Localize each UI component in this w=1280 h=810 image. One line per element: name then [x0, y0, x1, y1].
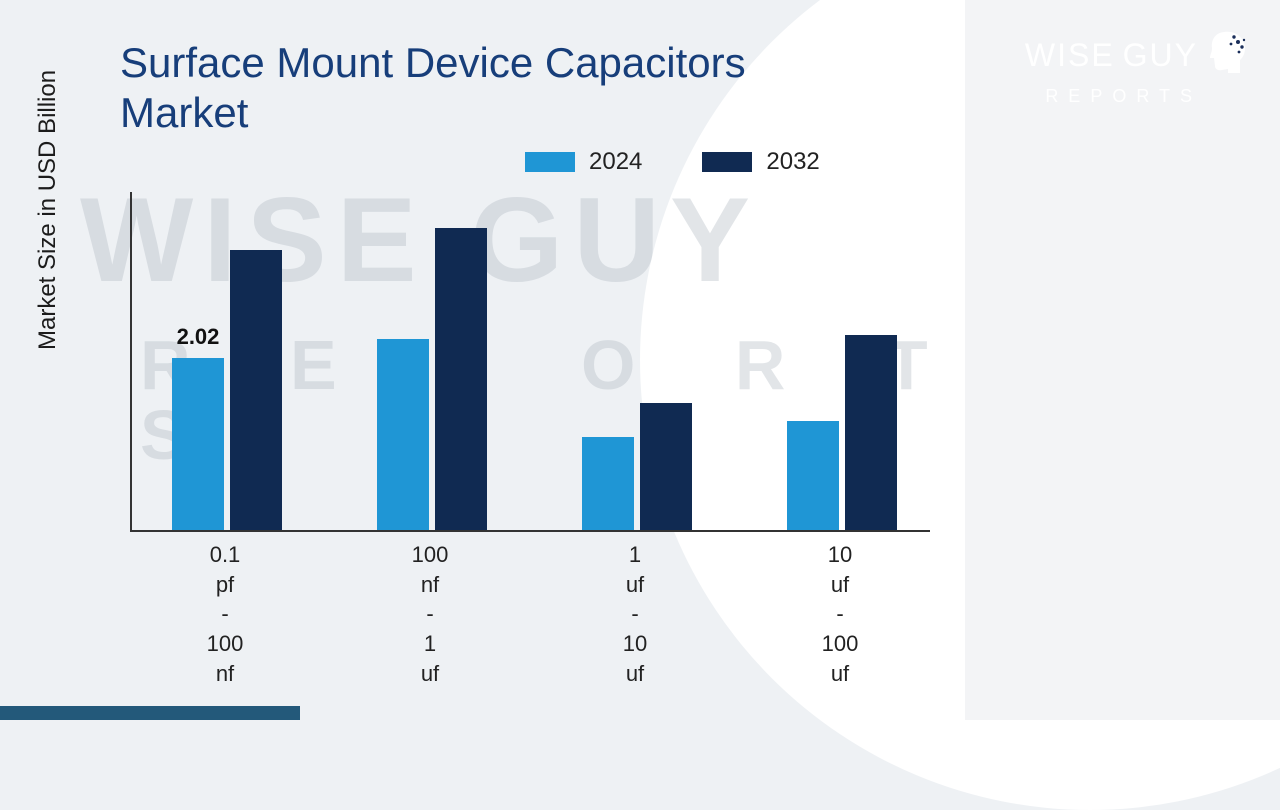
x-tick-label: 100nf-1uf	[370, 540, 490, 688]
bar-2032-group2	[640, 403, 692, 531]
chart-title: Surface Mount Device Capacitors Market	[120, 38, 820, 139]
y-axis-label: Market Size in USD Billion	[34, 70, 62, 350]
bar-2024-group2	[582, 437, 634, 531]
x-tick-label: 0.1pf-100nf	[165, 540, 285, 688]
legend-label-2024: 2024	[589, 148, 642, 176]
legend-swatch-2032	[702, 152, 752, 172]
bar-2024-group0	[172, 358, 224, 530]
legend: 2024 2032	[525, 148, 820, 176]
legend-swatch-2024	[525, 152, 575, 172]
chart-plot-area: 2.02	[130, 192, 930, 532]
brand-logo: WISE GUY REPORTS	[1025, 28, 1252, 107]
bar-2032-group3	[845, 335, 897, 531]
bar-2032-group0	[230, 250, 282, 531]
value-label: 2.02	[177, 324, 220, 350]
x-tick-label: 10uf-100uf	[780, 540, 900, 688]
legend-item-2032: 2032	[702, 148, 819, 176]
head-icon	[1206, 28, 1252, 82]
logo-line2: REPORTS	[1025, 86, 1252, 107]
logo-word-wise: WISE	[1025, 37, 1115, 74]
bottom-accent-strip	[0, 706, 300, 720]
legend-label-2032: 2032	[766, 148, 819, 176]
bar-2024-group1	[377, 339, 429, 530]
logo-line1: WISE GUY	[1025, 28, 1252, 82]
bar-2032-group1	[435, 228, 487, 530]
legend-item-2024: 2024	[525, 148, 642, 176]
x-tick-label: 1uf-10uf	[575, 540, 695, 688]
bar-2024-group3	[787, 421, 839, 530]
logo-word-guy: GUY	[1123, 37, 1198, 74]
